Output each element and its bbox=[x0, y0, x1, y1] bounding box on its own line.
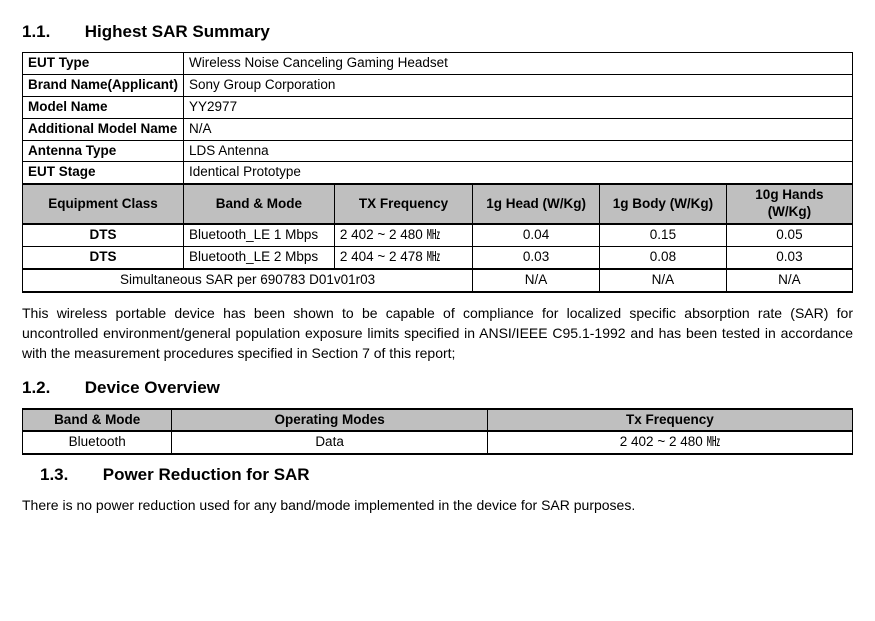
sim-sar-label: Simultaneous SAR per 690783 D01v01r03 bbox=[23, 269, 473, 292]
cell: Data bbox=[172, 431, 487, 454]
device-overview-table: Band & Mode Operating Modes Tx Frequency… bbox=[22, 408, 853, 456]
cell: DTS bbox=[23, 246, 184, 268]
cell: 0.03 bbox=[726, 246, 852, 268]
section-number: 1.1. bbox=[22, 22, 80, 42]
cell: Bluetooth bbox=[23, 431, 172, 454]
info-label: Additional Model Name bbox=[23, 118, 184, 140]
table-row: DTS Bluetooth_LE 2 Mbps 2 404 ~ 2 478 ㎒ … bbox=[23, 246, 853, 268]
info-value: Wireless Noise Canceling Gaming Headset bbox=[184, 53, 853, 75]
info-label: EUT Stage bbox=[23, 162, 184, 184]
section-number: 1.3. bbox=[40, 465, 98, 485]
power-reduction-paragraph: There is no power reduction used for any… bbox=[22, 495, 853, 515]
info-label: EUT Type bbox=[23, 53, 184, 75]
sar-summary-table: EUT Type Wireless Noise Canceling Gaming… bbox=[22, 52, 853, 293]
section-title: Device Overview bbox=[85, 378, 220, 397]
cell: 0.08 bbox=[600, 246, 727, 268]
col-header: 10g Hands (W/Kg) bbox=[726, 184, 852, 224]
table-row: EUT Type Wireless Noise Canceling Gaming… bbox=[23, 53, 853, 75]
col-header: Equipment Class bbox=[23, 184, 184, 224]
col-header: 1g Head (W/Kg) bbox=[473, 184, 600, 224]
table-row: Additional Model Name N/A bbox=[23, 118, 853, 140]
cell: 2 402 ~ 2 480 ㎒ bbox=[487, 431, 852, 454]
col-header: TX Frequency bbox=[334, 184, 472, 224]
cell: 2 402 ~ 2 480 ㎒ bbox=[334, 224, 472, 246]
col-header: Operating Modes bbox=[172, 409, 487, 432]
info-value: N/A bbox=[184, 118, 853, 140]
info-label: Brand Name(Applicant) bbox=[23, 74, 184, 96]
cell: 0.03 bbox=[473, 246, 600, 268]
section-number: 1.2. bbox=[22, 378, 80, 398]
col-header: Tx Frequency bbox=[487, 409, 852, 432]
info-value: Sony Group Corporation bbox=[184, 74, 853, 96]
info-value: YY2977 bbox=[184, 96, 853, 118]
compliance-paragraph: This wireless portable device has been s… bbox=[22, 303, 853, 364]
col-header: Band & Mode bbox=[184, 184, 335, 224]
cell: Bluetooth_LE 2 Mbps bbox=[184, 246, 335, 268]
cell: 0.05 bbox=[726, 224, 852, 246]
cell: N/A bbox=[473, 269, 600, 292]
info-value: LDS Antenna bbox=[184, 140, 853, 162]
cell: N/A bbox=[600, 269, 727, 292]
section-title: Highest SAR Summary bbox=[85, 22, 270, 41]
heading-1-1: 1.1. Highest SAR Summary bbox=[22, 22, 853, 42]
cell: DTS bbox=[23, 224, 184, 246]
heading-1-3: 1.3. Power Reduction for SAR bbox=[40, 465, 853, 485]
table-header-row: Band & Mode Operating Modes Tx Frequency bbox=[23, 409, 853, 432]
cell: 0.04 bbox=[473, 224, 600, 246]
cell: Bluetooth_LE 1 Mbps bbox=[184, 224, 335, 246]
cell: 2 404 ~ 2 478 ㎒ bbox=[334, 246, 472, 268]
table-row: Antenna Type LDS Antenna bbox=[23, 140, 853, 162]
col-header: 1g Body (W/Kg) bbox=[600, 184, 727, 224]
table-row: Brand Name(Applicant) Sony Group Corpora… bbox=[23, 74, 853, 96]
info-label: Antenna Type bbox=[23, 140, 184, 162]
heading-1-2: 1.2. Device Overview bbox=[22, 378, 853, 398]
info-value: Identical Prototype bbox=[184, 162, 853, 184]
section-title: Power Reduction for SAR bbox=[103, 465, 310, 484]
col-header: Band & Mode bbox=[23, 409, 172, 432]
table-header-row: Equipment Class Band & Mode TX Frequency… bbox=[23, 184, 853, 224]
cell: N/A bbox=[726, 269, 852, 292]
cell: 0.15 bbox=[600, 224, 727, 246]
table-row: Simultaneous SAR per 690783 D01v01r03 N/… bbox=[23, 269, 853, 292]
table-row: DTS Bluetooth_LE 1 Mbps 2 402 ~ 2 480 ㎒ … bbox=[23, 224, 853, 246]
table-row: Bluetooth Data 2 402 ~ 2 480 ㎒ bbox=[23, 431, 853, 454]
table-row: EUT Stage Identical Prototype bbox=[23, 162, 853, 184]
table-row: Model Name YY2977 bbox=[23, 96, 853, 118]
info-label: Model Name bbox=[23, 96, 184, 118]
